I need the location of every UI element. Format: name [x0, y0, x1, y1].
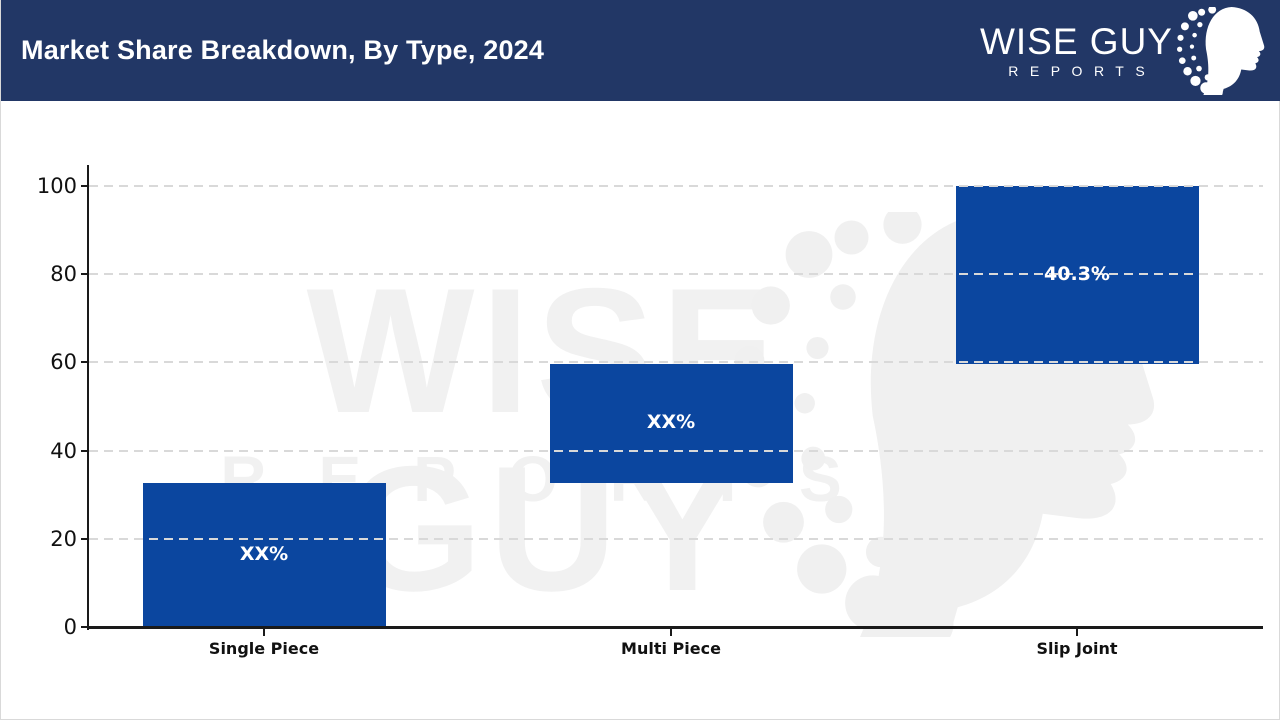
bar-value-label: XX% [646, 411, 696, 434]
y-axis-tick [81, 361, 89, 364]
gridline [89, 537, 1263, 540]
bar-value-label: 40.3% [1044, 262, 1110, 285]
x-axis-line [87, 626, 1263, 629]
x-axis-tick [670, 629, 672, 636]
x-axis-tick [1076, 629, 1078, 636]
y-axis-tick [81, 273, 89, 276]
bar-value-label: XX% [239, 543, 289, 566]
brand-head-icon [1177, 7, 1265, 95]
chart-title: Market Share Breakdown, By Type, 2024 [21, 35, 545, 65]
brand-subtitle: REPORTS [1008, 63, 1157, 80]
y-axis-tick-label: 0 [63, 615, 77, 639]
brand-name: WISE GUY [979, 20, 1173, 62]
x-axis-category-label: Multi Piece [621, 639, 721, 658]
y-axis-tick-label: 40 [50, 438, 77, 463]
header-bar: Market Share Breakdown, By Type, 2024 WI… [1, 0, 1280, 101]
bar [142, 483, 386, 627]
y-axis-line [87, 165, 89, 630]
x-axis-tick [263, 629, 265, 636]
x-axis-category-label: Slip Joint [1036, 639, 1118, 658]
y-axis-tick-label: 100 [36, 174, 77, 198]
y-axis-tick [81, 537, 89, 540]
gridline [89, 361, 1263, 364]
bar [549, 363, 793, 484]
y-axis-tick [81, 185, 89, 187]
y-axis-tick-label: 80 [50, 262, 77, 287]
y-axis-tick [81, 449, 89, 452]
y-axis-tick-label: 20 [50, 526, 77, 551]
brand-logo-text: WISE GUY REPORTS [979, 20, 1173, 80]
plot-area: 0 20 40 60 80 100 XX% Single Piece XX% Multi Piec… [1, 101, 1280, 720]
x-axis-category-label: Single Piece [208, 639, 320, 658]
gridline [89, 273, 1263, 276]
y-axis-tick-label: 60 [50, 350, 77, 375]
y-axis-tick [81, 626, 89, 628]
brand-logo: WISE GUY REPORTS [980, 6, 1267, 96]
gridline [89, 185, 1263, 187]
gridline [89, 449, 1263, 452]
